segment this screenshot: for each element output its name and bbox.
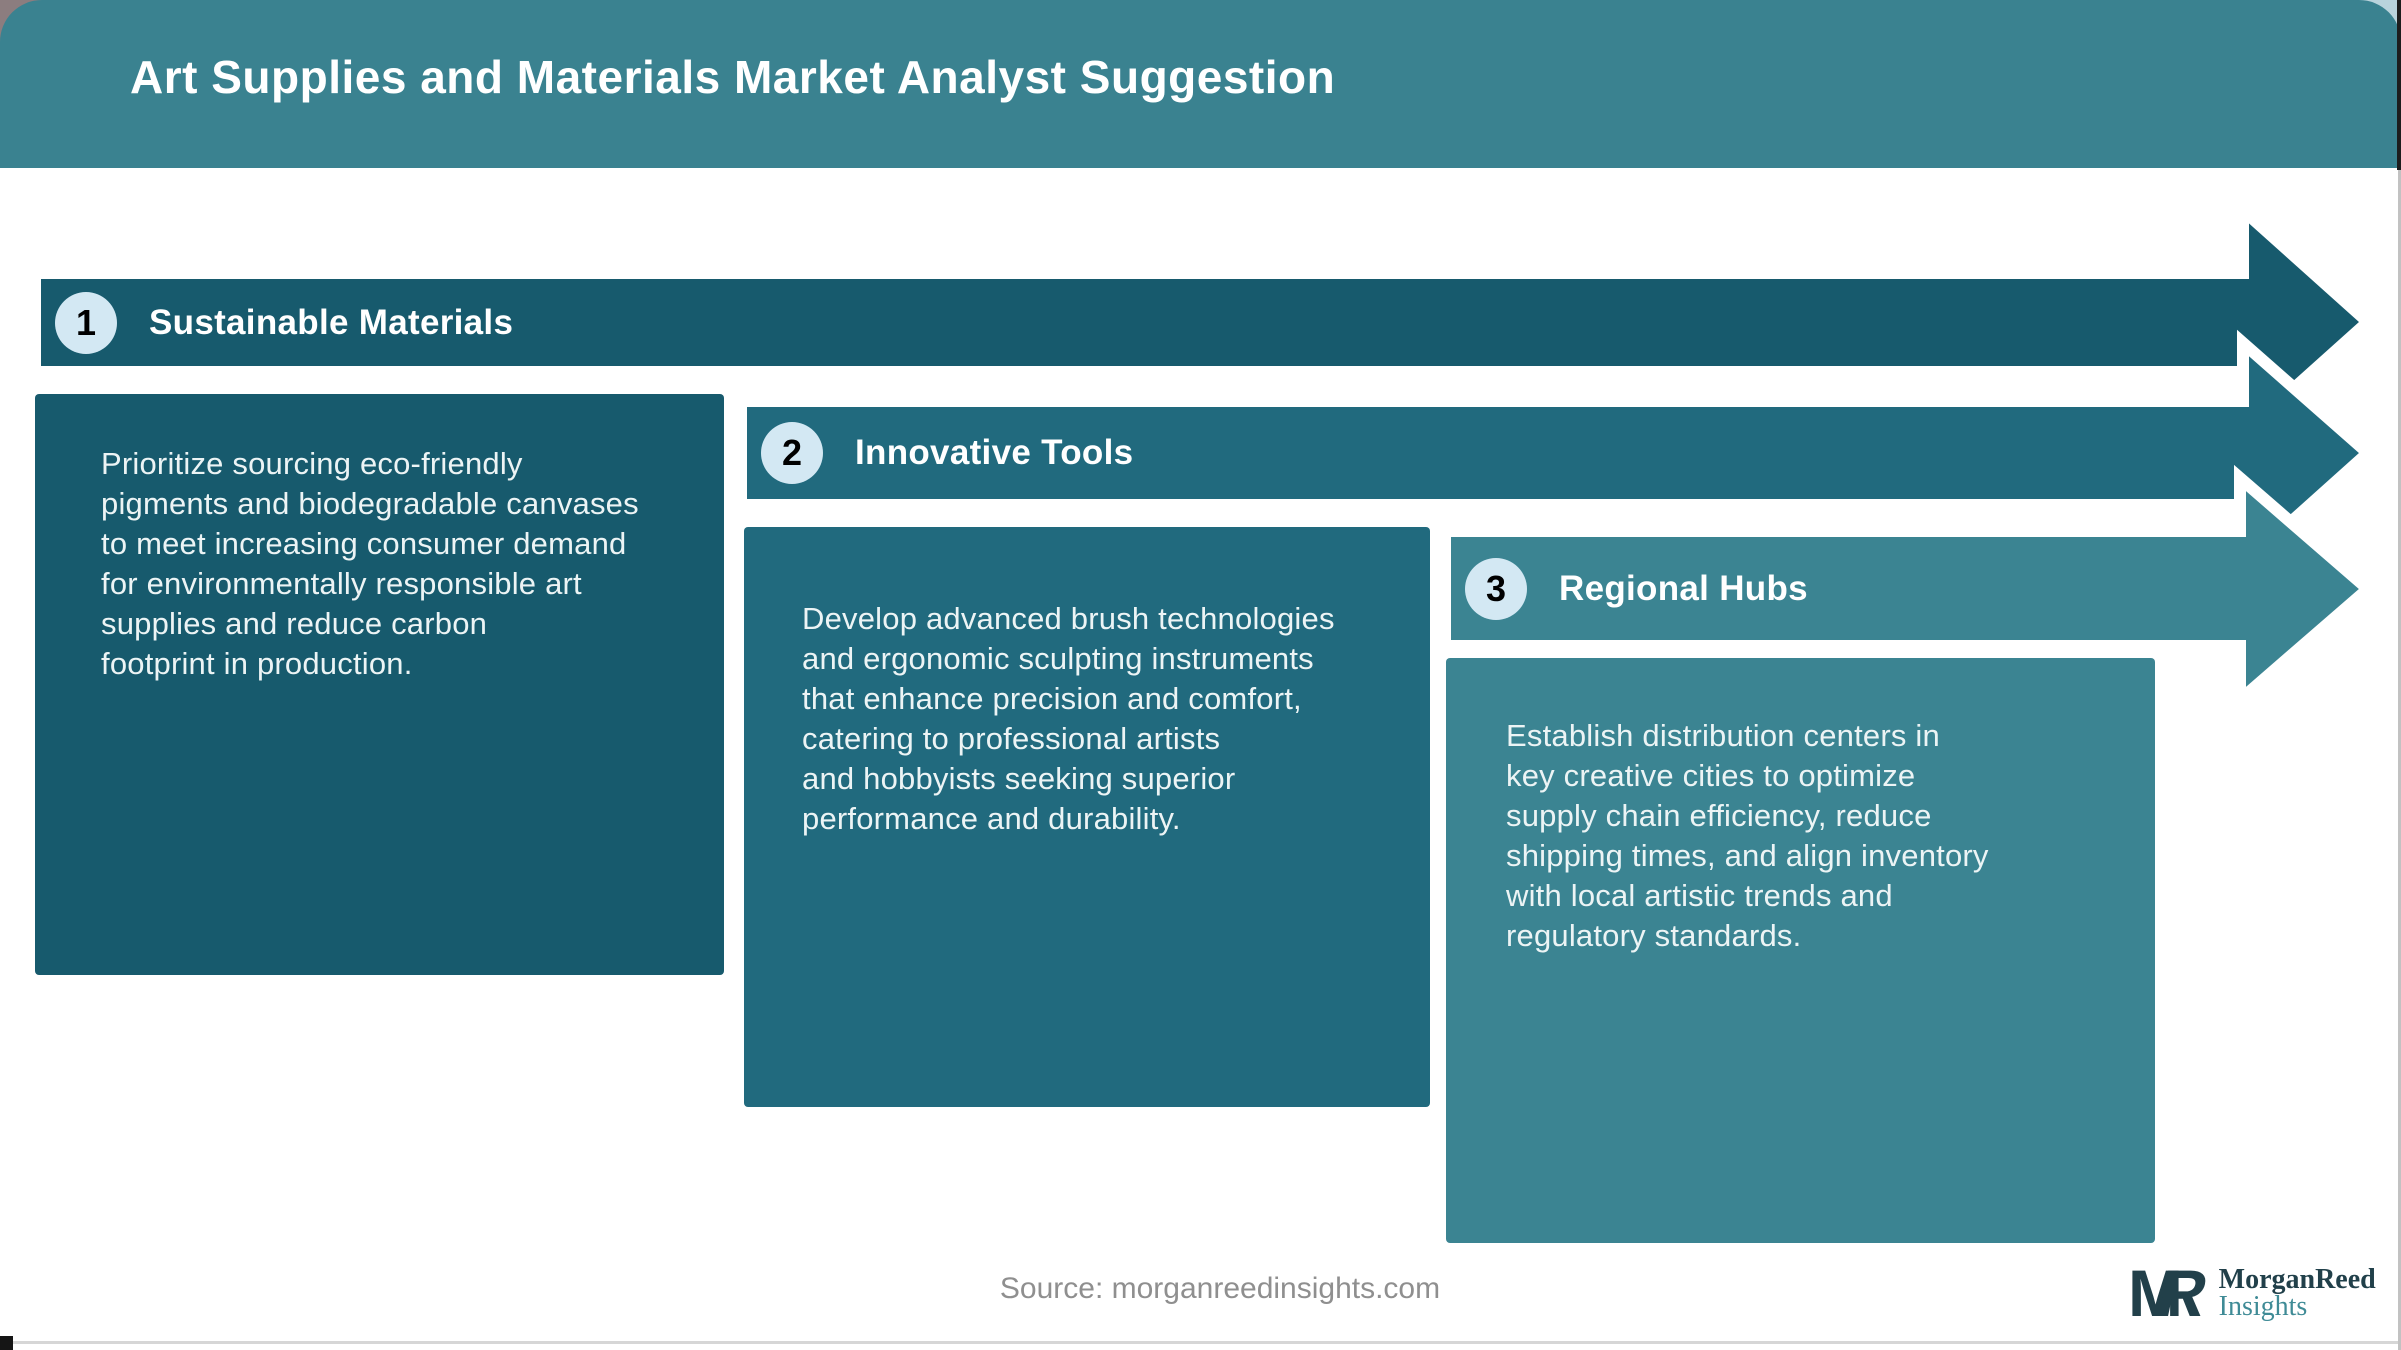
step-3-description-line: supply chain efficiency, reduce xyxy=(1506,798,1932,833)
step-1-arrow xyxy=(29,196,2377,448)
step-2-description-line: and ergonomic sculpting instruments xyxy=(802,641,1314,676)
header-band: Art Supplies and Materials Market Analys… xyxy=(0,0,2401,168)
logo-suffix: Insights xyxy=(2218,1291,2308,1322)
step-2-header: 2 Innovative Tools xyxy=(741,401,1761,505)
step-2-description-line: Develop advanced brush technologies xyxy=(802,601,1335,636)
bottom-left-corner-artifact xyxy=(0,1336,13,1350)
page-title: Art Supplies and Materials Market Analys… xyxy=(130,51,1336,103)
right-edge-light-line xyxy=(2398,170,2401,1350)
step-2-arrow xyxy=(735,329,2378,579)
step-3-title: Regional Hubs xyxy=(1559,568,1808,608)
step-2-title: Innovative Tools xyxy=(855,433,1134,472)
step-3-arrow xyxy=(1439,464,2378,714)
step-1-description-line: Prioritize sourcing eco-friendly xyxy=(101,446,523,481)
step-1-description-line: footprint in production. xyxy=(101,646,413,681)
step-1-title: Sustainable Materials xyxy=(149,302,514,342)
step-2-description-line: and hobbyists seeking superior xyxy=(802,761,1236,796)
step-3-number-badge: 3 xyxy=(1465,557,1527,620)
step-1-number-badge: 1 xyxy=(55,291,117,354)
step-3-description-line: shipping times, and align inventory xyxy=(1506,838,1989,873)
source-attribution: Source: morganreedinsights.com xyxy=(999,1272,1441,1305)
step-1-description-line: pigments and biodegradable canvases xyxy=(101,486,639,521)
step-2-description-line: catering to professional artists xyxy=(802,721,1221,756)
step-3-description-line: Establish distribution centers in xyxy=(1506,718,1940,753)
step-1-header: 1 Sustainable Materials xyxy=(35,273,1055,372)
right-edge-dark-line xyxy=(2397,0,2401,170)
mr-monogram-icon: M R xyxy=(2128,1256,2215,1330)
step-1-description-line: for environmentally responsible art xyxy=(101,566,582,601)
step-1-description-line: to meet increasing consumer demand xyxy=(101,526,627,561)
step-3-header: 3 Regional Hubs xyxy=(1445,531,2225,646)
step-3-description-line: key creative cities to optimize xyxy=(1506,758,1916,793)
step-1-description-box: Prioritize sourcing eco-friendly pigment… xyxy=(35,394,724,975)
step-3-description-line: regulatory standards. xyxy=(1506,918,1802,953)
logo-wordmark: MorganReed Insights xyxy=(2218,1264,2376,1322)
step-2-description-line: performance and durability. xyxy=(802,801,1181,836)
step-2-number-badge: 2 xyxy=(761,422,823,484)
logo-name: MorganReed xyxy=(2218,1264,2376,1295)
step-1-description-line: supplies and reduce carbon xyxy=(101,606,488,641)
step-3-description-line: with local artistic trends and xyxy=(1506,878,1893,913)
step-3-description-box: Establish distribution centers in key cr… xyxy=(1446,658,2155,1243)
step-2-description-box: Develop advanced brush technologies and … xyxy=(744,527,1430,1107)
bottom-hairline xyxy=(0,1341,2401,1344)
monogram-letter-m: M xyxy=(2128,1256,2183,1330)
step-2-description-line: that enhance precision and comfort, xyxy=(802,681,1302,716)
morganreed-insights-logo: M R MorganReed Insights xyxy=(2128,1256,2376,1330)
